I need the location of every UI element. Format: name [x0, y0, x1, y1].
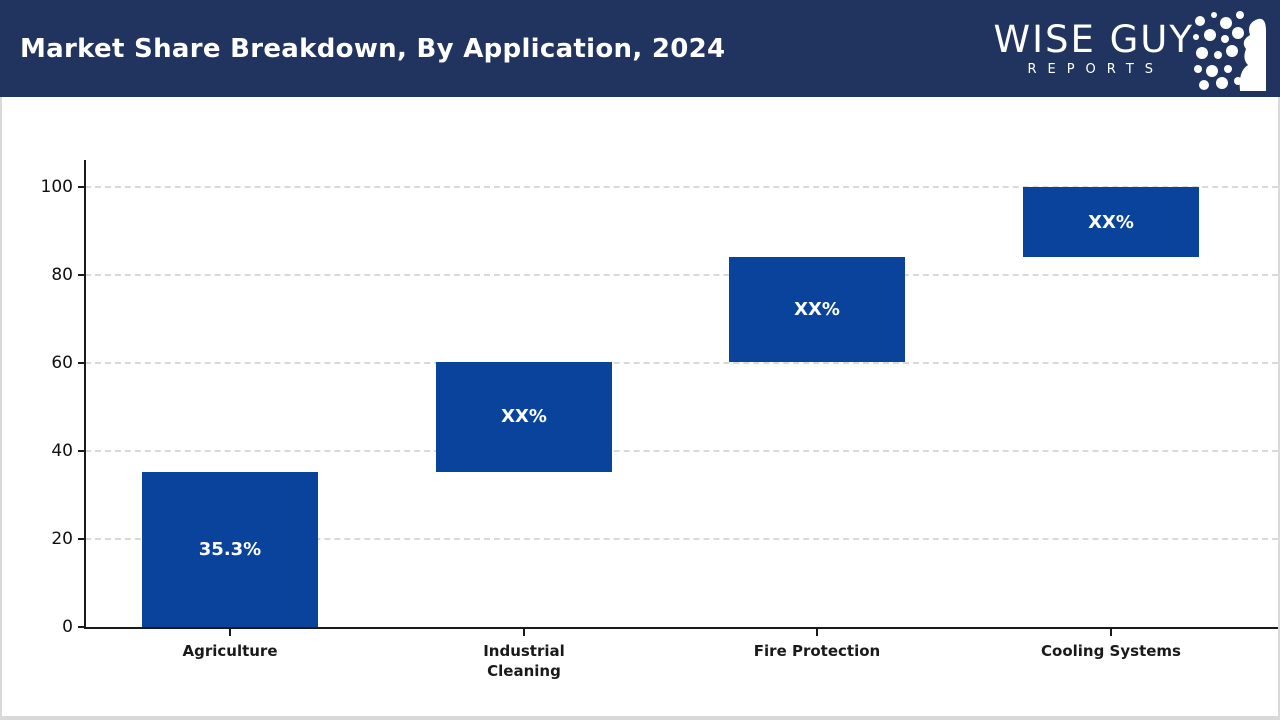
bar-value-label: XX%: [794, 299, 840, 321]
gridline: [85, 450, 1278, 452]
brand-logo-reports: REPORTS: [1027, 61, 1165, 77]
bar: XX%: [436, 361, 612, 472]
brand-logo-text: WISE GUY REPORTS: [994, 21, 1194, 77]
gridline: [85, 186, 1278, 188]
x-category-label-line: Industrial: [483, 642, 565, 660]
y-tick-mark: [78, 274, 85, 276]
y-tick-label: 60: [51, 353, 73, 373]
x-category-label-line: Cooling Systems: [1041, 642, 1181, 660]
y-tick-label: 40: [51, 441, 73, 461]
x-tick-mark: [523, 629, 525, 636]
y-axis-line: [84, 160, 86, 627]
y-tick-mark: [78, 538, 85, 540]
x-category-label: Cooling Systems: [1001, 641, 1221, 661]
x-tick-mark: [229, 629, 231, 636]
bar: XX%: [1023, 187, 1199, 258]
gridline: [85, 362, 1278, 364]
bar: XX%: [729, 257, 905, 362]
x-axis-line: [84, 627, 1278, 629]
brand-logo-wiseguy: WISE GUY: [993, 17, 1194, 61]
bar-value-label: 35.3%: [198, 538, 262, 560]
brand-logo-face-icon: [1193, 10, 1266, 91]
bar-value-label: XX%: [501, 406, 547, 428]
x-category-label-line: Cleaning: [487, 662, 561, 681]
x-category-label: Agriculture: [120, 641, 340, 661]
x-category-label-line: Agriculture: [182, 642, 278, 660]
brand-logo: WISE GUY REPORTS: [994, 7, 1280, 91]
y-tick-mark: [78, 626, 85, 628]
y-tick-mark: [78, 186, 85, 188]
header: Market Share Breakdown, By Application, …: [0, 0, 1280, 97]
y-tick-label: 100: [40, 177, 73, 197]
x-category-label: Fire Protection: [707, 641, 927, 661]
x-tick-mark: [816, 629, 818, 636]
bar: 35.3%: [142, 471, 318, 627]
chart-title: Market Share Breakdown, By Application, …: [20, 33, 726, 64]
bar-value-label: XX%: [1088, 211, 1134, 233]
x-tick-mark: [1110, 629, 1112, 636]
y-tick-label: 0: [62, 617, 73, 637]
gridline: [85, 538, 1278, 540]
y-tick-mark: [78, 362, 85, 364]
y-tick-label: 20: [51, 529, 73, 549]
x-category-label-line: Fire Protection: [753, 642, 881, 660]
x-category-label: Industrial Cleaning: [414, 641, 634, 682]
y-tick-mark: [78, 450, 85, 452]
gridline: [85, 274, 1278, 276]
y-tick-label: 80: [51, 265, 73, 285]
